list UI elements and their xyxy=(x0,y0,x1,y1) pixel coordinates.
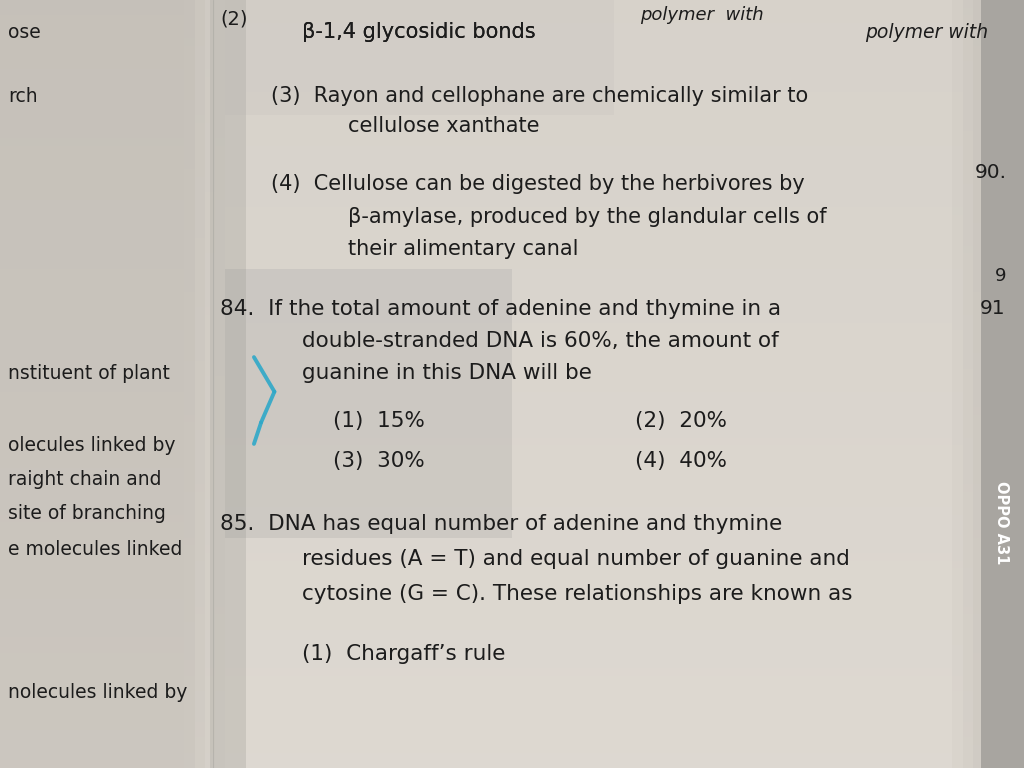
Text: raight chain and: raight chain and xyxy=(8,470,162,488)
Text: (4)  40%: (4) 40% xyxy=(635,451,727,471)
Text: their alimentary canal: their alimentary canal xyxy=(348,239,579,259)
Text: polymer with: polymer with xyxy=(865,23,988,41)
Text: nstituent of plant: nstituent of plant xyxy=(8,364,170,382)
Text: nolecules linked by: nolecules linked by xyxy=(8,684,187,702)
Text: (3)  30%: (3) 30% xyxy=(333,451,425,471)
Text: (3)  Rayon and cellophane are chemically similar to: (3) Rayon and cellophane are chemically … xyxy=(271,86,809,106)
Text: 84.  If the total amount of adenine and thymine in a: 84. If the total amount of adenine and t… xyxy=(220,299,781,319)
Text: (1)  Chargaff’s rule: (1) Chargaff’s rule xyxy=(302,644,506,664)
Text: 85.  DNA has equal number of adenine and thymine: 85. DNA has equal number of adenine and … xyxy=(220,514,782,534)
Polygon shape xyxy=(210,0,246,768)
Text: β-1,4 glycosidic bonds: β-1,4 glycosidic bonds xyxy=(302,22,536,42)
Text: (1)  15%: (1) 15% xyxy=(333,411,425,431)
Text: β-amylase, produced by the glandular cells of: β-amylase, produced by the glandular cel… xyxy=(348,207,826,227)
Text: double-stranded DNA is 60%, the amount of: double-stranded DNA is 60%, the amount o… xyxy=(302,331,779,351)
Polygon shape xyxy=(225,0,614,115)
Text: olecules linked by: olecules linked by xyxy=(8,436,176,455)
Text: residues (A = T) and equal number of guanine and: residues (A = T) and equal number of gua… xyxy=(302,549,850,569)
Text: site of branching: site of branching xyxy=(8,504,166,522)
Text: OPPO A31: OPPO A31 xyxy=(994,481,1009,564)
Text: polymer  with: polymer with xyxy=(640,6,764,25)
Text: (4)  Cellulose can be digested by the herbivores by: (4) Cellulose can be digested by the her… xyxy=(271,174,805,194)
Text: ose: ose xyxy=(8,23,41,41)
Polygon shape xyxy=(225,269,512,538)
Text: (2)  20%: (2) 20% xyxy=(635,411,727,431)
Text: 90.: 90. xyxy=(975,164,1007,182)
Text: 91: 91 xyxy=(980,300,1006,318)
Text: guanine in this DNA will be: guanine in this DNA will be xyxy=(302,363,592,383)
Text: rch: rch xyxy=(8,87,38,105)
Text: β-1,4 glycosidic bonds: β-1,4 glycosidic bonds xyxy=(302,22,536,42)
Bar xyxy=(981,0,1024,768)
Text: cellulose xanthate: cellulose xanthate xyxy=(348,116,540,136)
Text: (2): (2) xyxy=(220,10,248,28)
Text: cytosine (G = C). These relationships are known as: cytosine (G = C). These relationships ar… xyxy=(302,584,853,604)
Text: 9: 9 xyxy=(995,267,1007,286)
Text: e molecules linked: e molecules linked xyxy=(8,540,182,558)
